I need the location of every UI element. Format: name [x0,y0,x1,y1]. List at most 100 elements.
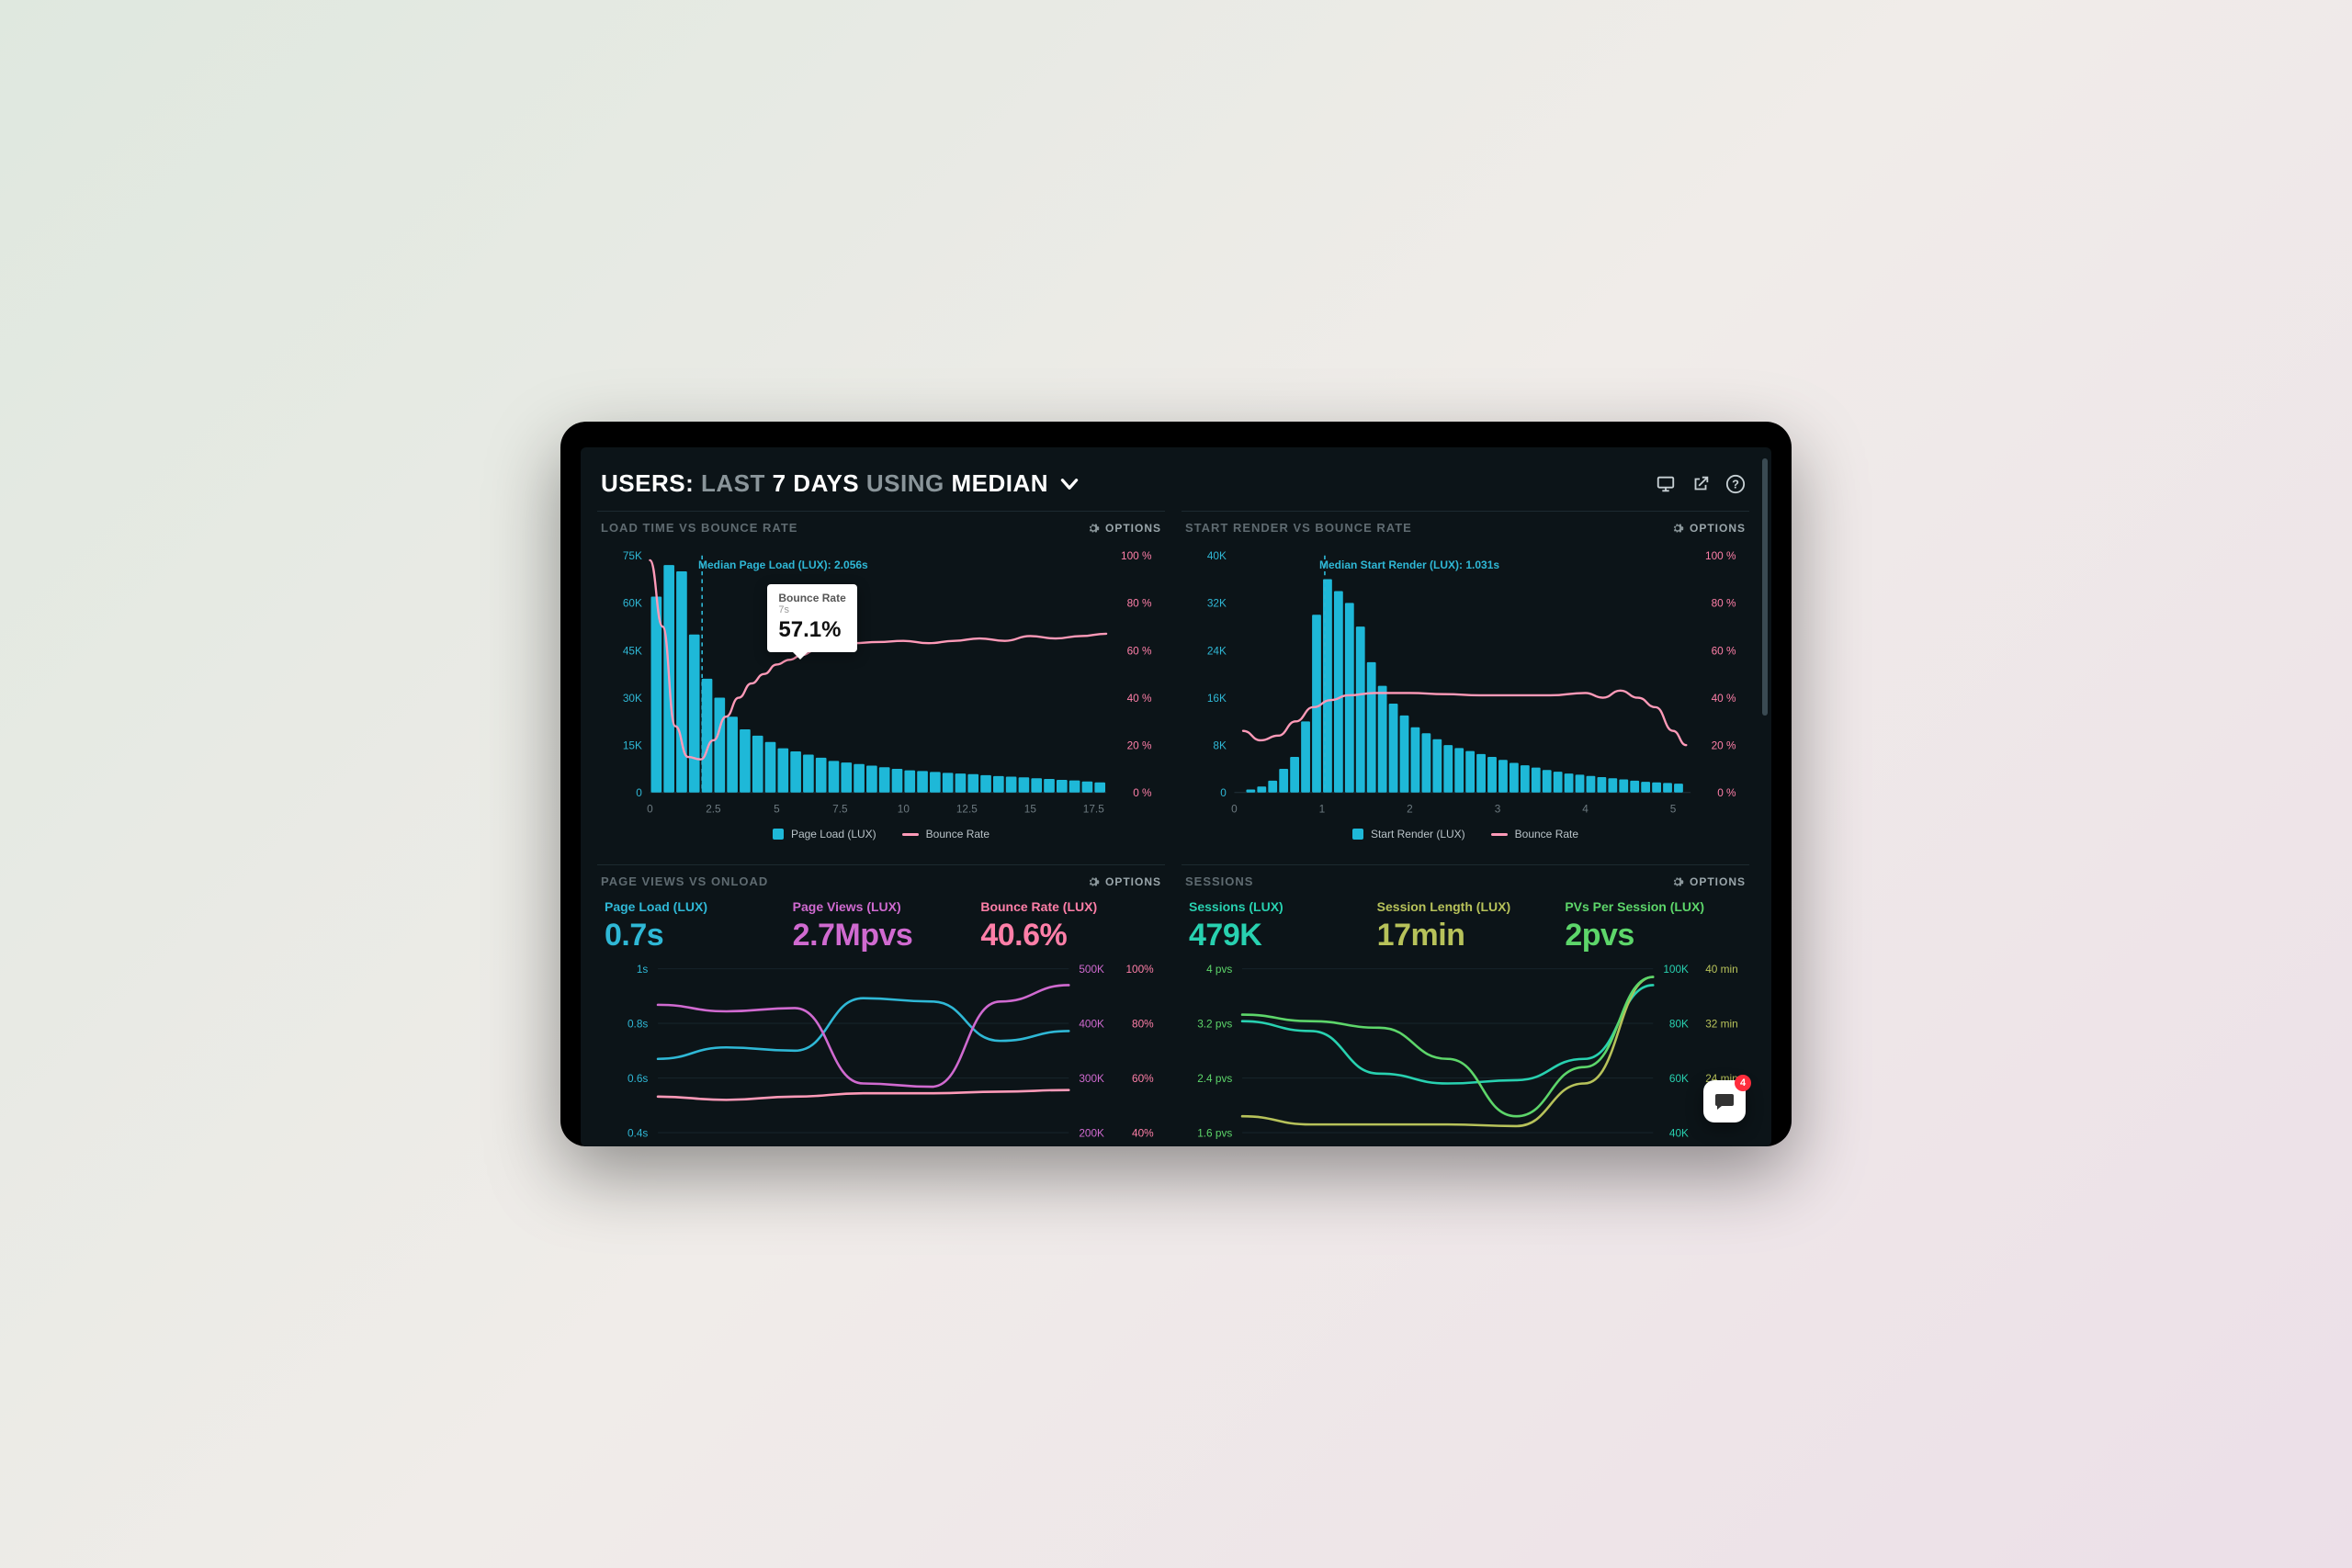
svg-text:32 min: 32 min [1705,1018,1737,1031]
legend-item[interactable]: Start Render (LUX) [1352,828,1465,840]
legend-swatch [902,833,919,836]
svg-text:0.6s: 0.6s [628,1072,648,1085]
chevron-down-icon[interactable] [1057,472,1081,496]
stats-row: Page Load (LUX)0.7sPage Views (LUX)2.7Mp… [597,896,1165,955]
svg-text:10: 10 [898,803,910,816]
svg-text:15: 15 [1024,803,1037,816]
svg-text:300K: 300K [1079,1072,1104,1085]
svg-text:80%: 80% [1132,1018,1154,1031]
panel-options-button[interactable]: OPTIONS [1087,522,1161,535]
gear-icon [1087,875,1100,888]
panel-page-views-vs-onload: PAGE VIEWS VS ONLOAD OPTIONS Page Load (… [597,864,1165,1146]
legend-swatch [1491,833,1508,836]
svg-text:1s: 1s [637,963,649,976]
share-icon[interactable] [1690,474,1711,494]
multiline-chart: 1.6 pvs2.4 pvs3.2 pvs4 pvs40K60K80K100K2… [1189,961,1742,1139]
svg-text:500K: 500K [1079,963,1104,976]
svg-text:40 %: 40 % [1712,692,1736,705]
options-label: OPTIONS [1105,875,1161,888]
svg-text:60%: 60% [1132,1072,1154,1085]
panel-title: LOAD TIME VS BOUNCE RATE [601,521,797,535]
svg-text:?: ? [1732,477,1739,491]
header-actions: ? [1656,474,1746,494]
options-label: OPTIONS [1690,875,1746,888]
monitor-icon[interactable] [1656,474,1676,494]
stat-value: 2pvs [1565,918,1742,953]
panel-options-button[interactable]: OPTIONS [1671,875,1746,888]
svg-text:400K: 400K [1079,1018,1104,1031]
panel-start-render-vs-bounce: START RENDER VS BOUNCE RATE OPTIONS Medi… [1182,511,1749,848]
chart-sessions: 1.6 pvs2.4 pvs3.2 pvs4 pvs40K60K80K100K2… [1182,955,1749,1139]
gear-icon [1087,522,1100,535]
svg-text:2: 2 [1407,803,1413,816]
svg-text:60K: 60K [1669,1072,1689,1085]
histogram-chart: 08K16K24K32K40K0 %20 %40 %60 %80 %100 %0… [1189,546,1742,822]
svg-text:20 %: 20 % [1712,739,1736,752]
svg-text:0: 0 [636,786,642,799]
stat-label: Page Views (LUX) [793,899,970,914]
panel-sessions: SESSIONS OPTIONS Sessions (LUX)479KSessi… [1182,864,1749,1146]
chat-badge: 4 [1735,1075,1751,1091]
svg-text:100K: 100K [1663,963,1689,976]
svg-text:80K: 80K [1669,1018,1689,1031]
svg-text:2.4 pvs: 2.4 pvs [1197,1072,1232,1085]
svg-text:4 pvs: 4 pvs [1206,963,1232,976]
legend-label: Page Load (LUX) [791,828,876,840]
gear-icon [1671,522,1684,535]
chart-start-render: Median Start Render (LUX): 1.031s 08K16K… [1182,542,1749,822]
legend-item[interactable]: Bounce Rate [1491,828,1578,840]
stat-label: Page Load (LUX) [605,899,782,914]
scrollbar-thumb[interactable] [1762,458,1768,716]
legend-label: Start Render (LUX) [1371,828,1465,840]
svg-text:17.5: 17.5 [1083,803,1104,816]
svg-text:80 %: 80 % [1127,597,1152,610]
svg-text:75K: 75K [623,549,642,562]
svg-text:0: 0 [1220,786,1227,799]
svg-text:15K: 15K [623,739,642,752]
svg-text:40 %: 40 % [1127,692,1152,705]
options-label: OPTIONS [1690,522,1746,535]
stat-card: Session Length (LUX) 17min [1377,899,1555,953]
stats-row: Sessions (LUX)479K Session Length (LUX) 17… [1182,896,1749,955]
chart-legend: Start Render (LUX) Bounce Rate [1182,828,1749,840]
legend-label: Bounce Rate [1515,828,1578,840]
svg-text:4: 4 [1582,803,1589,816]
svg-text:20 %: 20 % [1127,739,1152,752]
svg-text:40K: 40K [1669,1127,1689,1139]
svg-text:40%: 40% [1132,1127,1154,1139]
legend-item[interactable]: Page Load (LUX) [773,828,876,840]
legend-label: Bounce Rate [926,828,989,840]
svg-text:24K: 24K [1207,645,1227,658]
laptop-frame: USERS: LAST 7 DAYS USING MEDIAN [560,422,1792,1146]
legend-swatch [1352,829,1363,840]
stat-card: PVs Per Session (LUX)2pvs [1565,899,1742,953]
page-title: USERS: LAST 7 DAYS USING MEDIAN [601,469,1048,498]
help-icon[interactable]: ? [1725,474,1746,494]
svg-text:0 %: 0 % [1133,786,1152,799]
svg-text:100 %: 100 % [1705,549,1736,562]
svg-text:80 %: 80 % [1712,597,1736,610]
stat-card: Sessions (LUX)479K [1189,899,1366,953]
svg-text:0: 0 [1231,803,1238,816]
page-title-dropdown[interactable]: USERS: LAST 7 DAYS USING MEDIAN [601,469,1081,498]
svg-text:2.5: 2.5 [706,803,721,816]
svg-text:0: 0 [647,803,653,816]
stat-label: Session Length (LUX) [1377,899,1555,914]
svg-text:60K: 60K [623,597,642,610]
histogram-chart: 015K30K45K60K75K0 %20 %40 %60 %80 %100 %… [605,546,1158,822]
legend-item[interactable]: Bounce Rate [902,828,989,840]
panel-options-button[interactable]: OPTIONS [1087,875,1161,888]
svg-text:8K: 8K [1213,739,1227,752]
panel-options-button[interactable]: OPTIONS [1671,522,1746,535]
legend-swatch [773,829,784,840]
dashboard-screen: USERS: LAST 7 DAYS USING MEDIAN [581,447,1771,1146]
svg-text:32K: 32K [1207,597,1227,610]
stat-value: 17min [1377,918,1555,953]
stat-value: 2.7Mpvs [793,918,970,953]
scrollbar[interactable] [1762,458,1768,1135]
chat-widget[interactable]: 4 [1703,1080,1746,1122]
svg-text:3.2 pvs: 3.2 pvs [1197,1018,1232,1031]
svg-text:100%: 100% [1125,963,1154,976]
stat-value: 479K [1189,918,1366,953]
gear-icon [1671,875,1684,888]
